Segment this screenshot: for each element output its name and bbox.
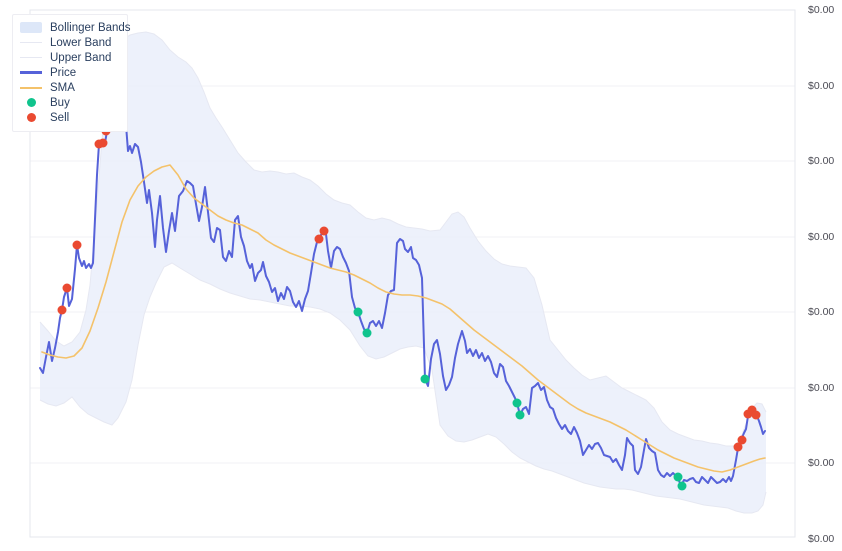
legend-item-label: Sell xyxy=(50,111,70,124)
sell-marker[interactable] xyxy=(62,283,72,293)
legend-item-label: Upper Band xyxy=(50,51,112,64)
buy-marker[interactable] xyxy=(353,307,363,317)
legend-dot-icon xyxy=(19,113,43,122)
buy-marker[interactable] xyxy=(362,328,372,338)
legend-item-label: Bollinger Bands xyxy=(50,21,131,34)
y-tick-label: $0.00 xyxy=(808,533,835,545)
legend-line-swatch-icon xyxy=(19,71,43,74)
sell-marker[interactable] xyxy=(72,240,82,250)
legend-item-label: Buy xyxy=(50,96,70,109)
bollinger-band-area xyxy=(40,32,766,513)
legend-item-buy[interactable]: Buy xyxy=(19,95,121,110)
y-tick-label: $0.00 xyxy=(808,231,835,243)
legend-line-swatch-icon xyxy=(19,57,43,58)
legend-item-price[interactable]: Price xyxy=(19,65,121,80)
legend-line-swatch-icon xyxy=(19,42,43,43)
legend-line-swatch-icon xyxy=(19,86,43,89)
price-line xyxy=(39,120,766,487)
y-tick-label: $0.00 xyxy=(808,80,835,92)
legend-item-upper-band[interactable]: Upper Band xyxy=(19,50,121,65)
sma-line xyxy=(41,164,766,473)
legend-dot-icon xyxy=(19,98,43,107)
buy-marker[interactable] xyxy=(420,374,430,384)
legend: Bollinger Bands Lower Band Upper Band Price… xyxy=(12,14,131,132)
legend-item-sell[interactable]: Sell xyxy=(19,110,121,125)
sell-marker[interactable] xyxy=(319,226,329,236)
legend-item-bollinger-bands[interactable]: Bollinger Bands xyxy=(19,20,131,35)
buy-marker[interactable] xyxy=(673,472,683,482)
sell-marker[interactable] xyxy=(314,234,324,244)
sell-marker[interactable] xyxy=(751,410,761,420)
lower-band-line xyxy=(39,262,767,514)
y-tick-label: $0.00 xyxy=(808,155,835,167)
buy-marker[interactable] xyxy=(677,481,687,491)
upper-band-line xyxy=(39,31,767,447)
y-tick-label: $0.00 xyxy=(808,457,835,469)
y-tick-label: $0.00 xyxy=(808,306,835,318)
legend-item-label: Lower Band xyxy=(50,36,112,49)
sell-marker[interactable] xyxy=(733,442,743,452)
sell-marker[interactable] xyxy=(57,305,67,315)
buy-marker[interactable] xyxy=(512,398,522,408)
legend-item-sma[interactable]: SMA xyxy=(19,80,121,95)
sell-marker[interactable] xyxy=(737,435,747,445)
plot-border xyxy=(29,9,796,538)
legend-fill-swatch-icon xyxy=(19,22,43,33)
buy-marker[interactable] xyxy=(515,410,525,420)
sell-marker[interactable] xyxy=(98,138,108,148)
legend-item-lower-band[interactable]: Lower Band xyxy=(19,35,121,50)
legend-item-label: SMA xyxy=(50,81,75,94)
legend-item-label: Price xyxy=(50,66,77,79)
y-tick-label: $0.00 xyxy=(808,382,835,394)
y-tick-label: $0.00 xyxy=(808,4,835,16)
